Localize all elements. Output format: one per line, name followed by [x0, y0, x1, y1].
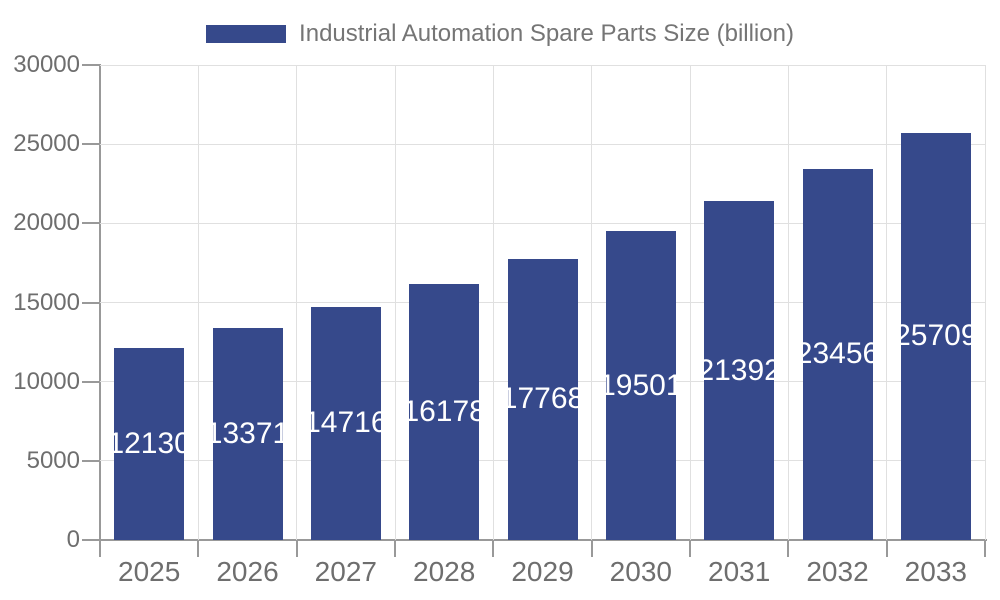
vertical-gridline: [787, 65, 789, 540]
y-axis-tick-label: 0: [66, 526, 80, 553]
y-axis-tick: [82, 301, 100, 304]
x-axis-line: [99, 539, 987, 541]
bar[interactable]: [900, 132, 971, 540]
horizontal-gridline: [100, 222, 985, 224]
vertical-gridline: [984, 65, 986, 540]
x-axis-tick: [99, 541, 101, 557]
y-axis-tick: [82, 380, 100, 383]
bar[interactable]: [605, 231, 676, 540]
x-axis-tick: [590, 541, 593, 557]
x-axis-tick: [197, 541, 200, 557]
bar-value-label: 25709: [894, 319, 978, 353]
y-axis-tick: [82, 539, 100, 541]
vertical-gridline: [689, 65, 691, 540]
y-axis-tick: [82, 459, 100, 462]
bar[interactable]: [310, 306, 381, 540]
bar-value-label: 17768: [500, 382, 585, 416]
x-axis-tick-label: 2026: [216, 556, 279, 587]
y-axis-tick-label: 30000: [13, 51, 80, 78]
x-axis-tick-label: 2025: [118, 556, 181, 587]
bar-value-label: 13371: [205, 417, 290, 451]
x-axis-tick-label: 2031: [708, 556, 771, 587]
bar-value-label: 12130: [107, 426, 191, 460]
y-axis-tick-label: 5000: [26, 446, 80, 474]
legend-swatch-icon: [206, 25, 287, 43]
bar[interactable]: [802, 168, 873, 540]
y-axis-tick-label: 15000: [13, 288, 80, 316]
x-axis-tick: [689, 541, 691, 557]
vertical-gridline: [591, 65, 593, 540]
vertical-gridline: [394, 65, 396, 540]
bar-value-label: 21392: [697, 353, 781, 387]
x-axis-tick: [394, 541, 396, 557]
vertical-gridline: [197, 65, 199, 540]
legend-label: Industrial Automation Spare Parts Size (…: [299, 20, 794, 47]
y-axis-tick: [82, 222, 100, 225]
bar[interactable]: [704, 201, 775, 540]
vertical-gridline: [492, 65, 494, 540]
x-axis-tick-label: 2028: [413, 556, 476, 587]
horizontal-gridline: [100, 64, 985, 66]
legend[interactable]: Industrial Automation Spare Parts Size (…: [0, 20, 1000, 48]
x-axis-tick-label: 2027: [314, 556, 377, 587]
bar-value-label: 14716: [304, 406, 388, 440]
x-axis-tick-label: 2033: [904, 556, 967, 587]
x-axis-tick: [295, 541, 298, 557]
bar[interactable]: [212, 328, 283, 540]
y-axis-tick-label: 20000: [13, 209, 80, 237]
y-axis-tick: [82, 64, 100, 66]
x-axis-tick-label: 2032: [806, 556, 869, 587]
x-axis-tick-label: 2029: [511, 556, 574, 587]
x-axis-tick-label: 2030: [609, 556, 672, 587]
vertical-gridline: [886, 65, 888, 540]
x-axis-tick: [787, 541, 790, 557]
bar-value-label: 19501: [599, 368, 683, 402]
x-axis-tick: [492, 541, 495, 557]
x-axis-tick: [984, 541, 986, 557]
bar[interactable]: [114, 347, 185, 540]
vertical-gridline: [296, 65, 298, 540]
bar[interactable]: [507, 258, 578, 540]
y-axis-tick: [82, 143, 100, 146]
bar-value-label: 23456: [795, 337, 880, 371]
bar[interactable]: [409, 283, 480, 540]
y-axis-tick-label: 10000: [13, 367, 80, 395]
plot-area: 12130 13371 14716 16178 17768 19501 21392 23456…: [100, 64, 986, 540]
x-axis-tick: [885, 541, 888, 557]
bar-value-label: 16178: [402, 394, 486, 428]
horizontal-gridline: [100, 143, 985, 145]
y-axis-tick-label: 25000: [13, 130, 80, 158]
